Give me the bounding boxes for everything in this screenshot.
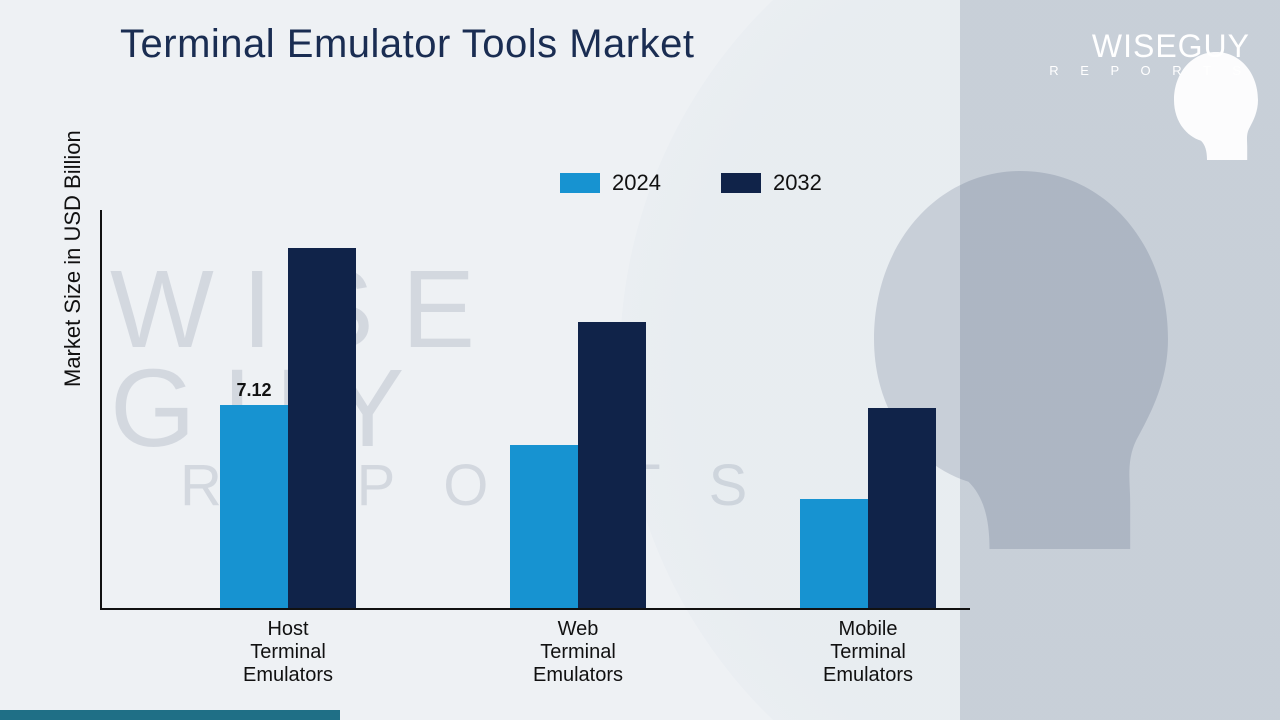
bar-series-a bbox=[220, 405, 288, 608]
legend: 2024 2032 bbox=[560, 170, 822, 196]
legend-label-b: 2032 bbox=[773, 170, 822, 196]
bar-series-b bbox=[288, 248, 356, 608]
bar-value-label: 7.12 bbox=[236, 380, 271, 401]
legend-item-2032: 2032 bbox=[721, 170, 822, 196]
bar-series-a bbox=[510, 445, 578, 608]
bar-series-b bbox=[868, 408, 936, 608]
right-sidebar bbox=[960, 0, 1280, 720]
chart-canvas: Terminal Emulator Tools Market WISE GUY … bbox=[0, 0, 1280, 720]
bottom-accent-strip bbox=[0, 710, 340, 720]
plot-area: 7.12 bbox=[100, 210, 970, 610]
bar-series-a bbox=[800, 499, 868, 608]
legend-label-a: 2024 bbox=[612, 170, 661, 196]
bar-series-b bbox=[578, 322, 646, 608]
y-axis-label: Market Size in USD Billion bbox=[60, 130, 86, 387]
legend-swatch-a bbox=[560, 173, 600, 193]
x-axis-category-label: HostTerminalEmulators bbox=[198, 618, 378, 687]
legend-item-2024: 2024 bbox=[560, 170, 661, 196]
x-axis-category-label: MobileTerminalEmulators bbox=[778, 618, 958, 687]
chart-title: Terminal Emulator Tools Market bbox=[120, 22, 694, 67]
x-axis-category-label: WebTerminalEmulators bbox=[488, 618, 668, 687]
legend-swatch-b bbox=[721, 173, 761, 193]
